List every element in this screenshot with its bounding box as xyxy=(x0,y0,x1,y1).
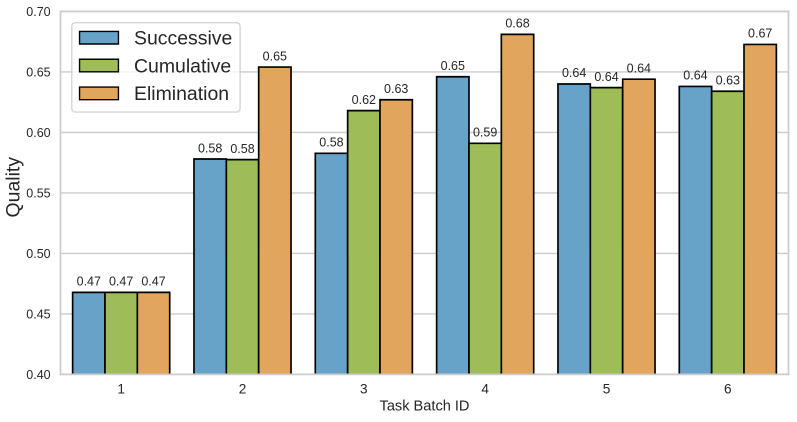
svg-text:0.45: 0.45 xyxy=(26,307,50,321)
svg-text:0.40: 0.40 xyxy=(26,368,50,382)
svg-text:0.64: 0.64 xyxy=(627,61,651,75)
svg-text:0.55: 0.55 xyxy=(26,186,50,200)
svg-text:0.63: 0.63 xyxy=(384,82,408,96)
svg-text:0.64: 0.64 xyxy=(562,66,586,80)
svg-text:Elimination: Elimination xyxy=(134,83,229,105)
svg-text:0.60: 0.60 xyxy=(26,126,50,140)
svg-text:0.58: 0.58 xyxy=(230,142,254,156)
svg-text:0.47: 0.47 xyxy=(141,275,165,289)
svg-text:3: 3 xyxy=(360,382,368,397)
svg-text:0.58: 0.58 xyxy=(198,141,222,155)
svg-text:0.58: 0.58 xyxy=(319,136,343,150)
svg-text:0.68: 0.68 xyxy=(505,17,529,31)
svg-text:0.64: 0.64 xyxy=(594,70,618,84)
svg-text:6: 6 xyxy=(724,382,732,397)
svg-text:Cumulative: Cumulative xyxy=(134,55,231,77)
svg-text:0.70: 0.70 xyxy=(26,5,50,19)
svg-text:0.65: 0.65 xyxy=(26,65,50,79)
svg-text:0.67: 0.67 xyxy=(748,27,772,41)
svg-text:0.64: 0.64 xyxy=(683,69,707,83)
svg-text:2: 2 xyxy=(239,382,247,397)
svg-text:0.50: 0.50 xyxy=(26,247,50,261)
svg-text:Quality: Quality xyxy=(2,157,24,218)
svg-text:Task Batch ID: Task Batch ID xyxy=(380,399,470,415)
svg-text:0.63: 0.63 xyxy=(716,73,740,87)
svg-text:0.65: 0.65 xyxy=(441,59,465,73)
svg-text:0.62: 0.62 xyxy=(352,93,376,107)
svg-text:4: 4 xyxy=(481,382,489,397)
svg-text:0.65: 0.65 xyxy=(263,49,287,63)
svg-text:0.59: 0.59 xyxy=(473,126,497,140)
svg-text:1: 1 xyxy=(117,382,125,397)
svg-text:0.47: 0.47 xyxy=(109,275,133,289)
svg-text:Successive: Successive xyxy=(134,28,232,50)
svg-text:0.47: 0.47 xyxy=(77,275,101,289)
svg-text:5: 5 xyxy=(603,382,611,397)
